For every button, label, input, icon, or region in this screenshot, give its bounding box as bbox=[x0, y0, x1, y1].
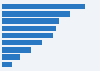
Bar bbox=[2, 61, 12, 67]
Bar bbox=[2, 4, 85, 10]
Bar bbox=[2, 26, 56, 31]
Bar bbox=[2, 54, 20, 60]
Bar bbox=[2, 47, 31, 53]
Bar bbox=[2, 33, 54, 38]
Bar bbox=[2, 11, 70, 17]
Bar bbox=[2, 40, 42, 45]
Bar bbox=[2, 18, 59, 24]
